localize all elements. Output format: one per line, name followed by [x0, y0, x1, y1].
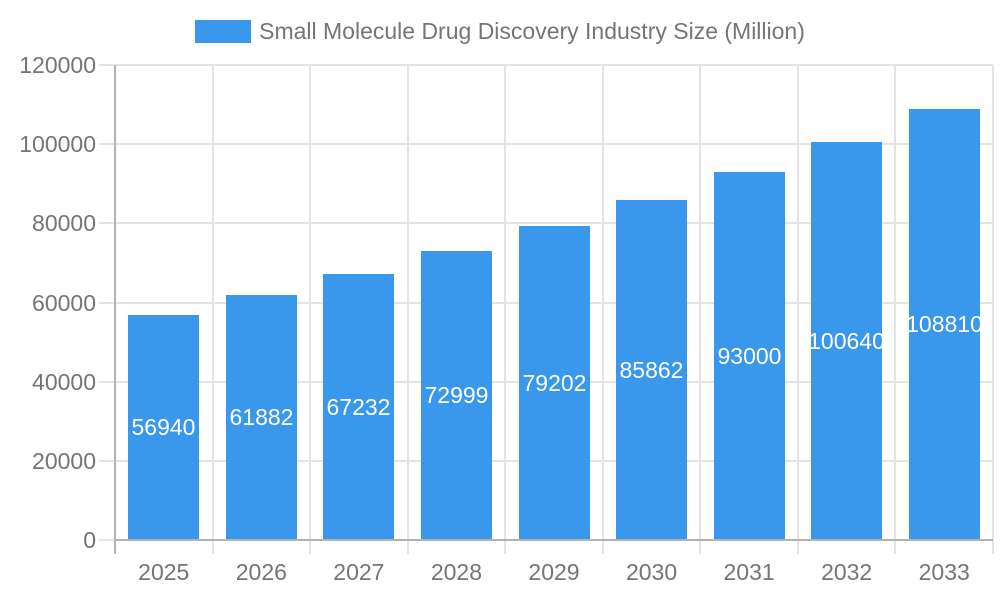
x-gridline	[504, 65, 507, 554]
bar[interactable]: 100640	[808, 142, 885, 540]
x-gridline	[309, 65, 312, 554]
bar[interactable]: 72999	[421, 251, 492, 540]
y-tick-label: 100000	[19, 131, 96, 158]
x-gridline	[796, 65, 799, 554]
x-tick-label: 2031	[723, 559, 775, 585]
legend-color-swatch	[195, 19, 252, 43]
bar-value-label: 72999	[424, 382, 489, 408]
y-tick-label: 60000	[32, 289, 96, 316]
y-tick-label: 120000	[19, 52, 96, 78]
x-axis-line	[114, 539, 993, 541]
chart-title: Small Molecule Drug Discovery Industry S…	[259, 17, 805, 44]
bar[interactable]: 61882	[226, 295, 297, 540]
bar-value-label: 61882	[229, 404, 294, 430]
x-tick-label: 2026	[235, 559, 287, 585]
x-gridline	[992, 65, 994, 554]
y-gridline	[99, 64, 993, 66]
bar[interactable]: 93000	[714, 172, 785, 540]
x-gridline	[894, 65, 897, 554]
y-tick-label: 40000	[32, 368, 96, 395]
x-gridline	[601, 65, 604, 554]
bar-value-label: 67232	[326, 393, 391, 420]
bar-value-label: 93000	[717, 342, 782, 369]
y-tick-label: 0	[83, 527, 96, 553]
x-tick-label: 2032	[821, 559, 873, 585]
x-tick-label: 2029	[528, 559, 580, 585]
y-axis-line	[114, 65, 116, 554]
bar-value-label: 100640	[808, 327, 885, 354]
y-gridline	[99, 222, 993, 225]
legend-item[interactable]: Small Molecule Drug Discovery Industry S…	[0, 17, 1000, 45]
x-tick-label: 2028	[430, 559, 483, 585]
bar-value-label: 85862	[619, 356, 684, 383]
bar[interactable]: 67232	[323, 274, 394, 540]
y-gridline	[99, 143, 993, 146]
x-tick-label: 2027	[333, 559, 385, 585]
bar[interactable]: 56940	[128, 315, 199, 540]
bar-value-label: 56940	[131, 414, 196, 440]
bar[interactable]: 85862	[616, 200, 687, 540]
y-tick-label: 80000	[32, 210, 96, 237]
x-gridline	[211, 65, 214, 554]
x-gridline	[699, 65, 702, 554]
bar-value-label: 79202	[522, 369, 587, 396]
y-tick-label: 20000	[32, 447, 96, 474]
bar-value-label: 108810	[906, 311, 983, 337]
x-tick-label: 2033	[918, 559, 970, 585]
x-gridline	[406, 65, 409, 554]
x-tick-label: 2030	[625, 559, 678, 585]
x-tick-label: 2025	[138, 559, 190, 585]
bar[interactable]: 79202	[519, 226, 590, 540]
bar[interactable]: 108810	[906, 109, 983, 540]
